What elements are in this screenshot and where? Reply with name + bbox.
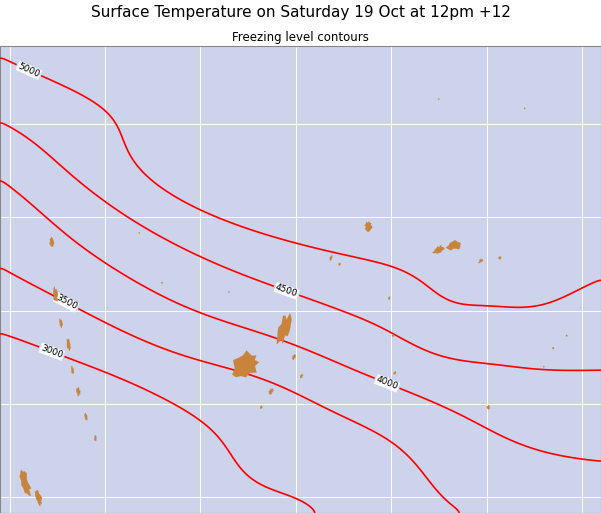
Polygon shape [20,470,31,496]
Polygon shape [94,435,97,441]
Polygon shape [139,232,140,233]
Polygon shape [59,318,63,328]
Text: Surface Temperature on Saturday 19 Oct at 12pm +12: Surface Temperature on Saturday 19 Oct a… [91,6,510,21]
Polygon shape [277,313,291,344]
Text: 3000: 3000 [40,344,64,360]
Polygon shape [365,222,372,232]
Text: 3500: 3500 [54,293,79,312]
Polygon shape [67,339,70,351]
Polygon shape [260,405,263,408]
Polygon shape [552,347,554,349]
Polygon shape [162,282,163,284]
Polygon shape [478,259,483,263]
Polygon shape [498,256,501,260]
Polygon shape [292,354,296,360]
Polygon shape [84,413,87,420]
Polygon shape [388,297,390,300]
Text: 4000: 4000 [375,375,399,392]
Text: Freezing level contours: Freezing level contours [232,31,369,44]
Polygon shape [566,335,567,337]
Polygon shape [543,366,545,367]
Polygon shape [394,371,396,374]
Polygon shape [76,387,81,397]
Polygon shape [432,245,445,254]
Polygon shape [300,374,303,378]
Polygon shape [329,255,332,261]
Polygon shape [49,237,54,247]
Polygon shape [446,240,461,250]
Polygon shape [269,388,273,394]
Polygon shape [338,263,341,265]
Polygon shape [487,405,490,409]
Text: 4500: 4500 [275,283,299,299]
Polygon shape [71,366,74,373]
Polygon shape [233,350,259,377]
Polygon shape [35,490,42,506]
Polygon shape [392,334,394,337]
Polygon shape [53,287,58,302]
Polygon shape [438,98,439,100]
Polygon shape [228,291,230,292]
Polygon shape [524,108,525,109]
Text: 5000: 5000 [17,62,41,79]
